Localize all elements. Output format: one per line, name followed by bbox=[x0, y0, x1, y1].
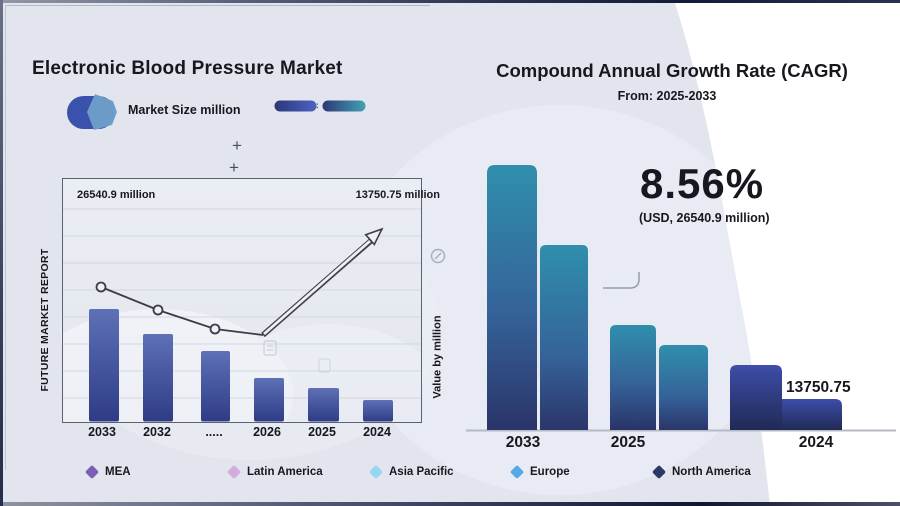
pill-icon-left bbox=[274, 100, 317, 112]
legend-diamond-icon bbox=[226, 464, 242, 480]
x-tick-label: 2024 bbox=[363, 425, 391, 439]
clock-icon bbox=[430, 248, 446, 264]
legend-label: Europe bbox=[530, 466, 570, 478]
bar-pair-2024 bbox=[730, 365, 842, 430]
x-tick-label: 2033 bbox=[88, 425, 116, 439]
pill-separator: : bbox=[316, 101, 319, 110]
legend-item-latin-america: Latin America bbox=[226, 464, 323, 480]
x-tick-label: 2024 bbox=[798, 434, 834, 451]
left-chart-title: Electronic Blood Pressure Market bbox=[32, 58, 343, 79]
end-value-label: 13750.75 million bbox=[355, 189, 440, 201]
left-chart-canvas bbox=[63, 208, 421, 422]
x-tick-label: 2025 bbox=[308, 425, 336, 439]
plus-mark-icon: + bbox=[229, 158, 239, 177]
left-chart-bars bbox=[89, 309, 393, 422]
report-axis-label: FUTURE MARKET REPORT bbox=[39, 248, 51, 392]
cagr-subtitle: From: 2025-2033 bbox=[617, 89, 717, 103]
legend-item-asia-pacific: Asia Pacific bbox=[368, 464, 454, 480]
legend-item-north-america: North America bbox=[651, 464, 751, 480]
x-tick-label: 2026 bbox=[253, 425, 281, 439]
legend-label: Latin America bbox=[247, 466, 323, 478]
growth-arrow-icon bbox=[261, 227, 384, 338]
legend-diamond-icon bbox=[84, 464, 100, 480]
bar-pair-2025 bbox=[610, 325, 708, 430]
legend-diamond-icon bbox=[509, 464, 525, 480]
x-tick-label: 2033 bbox=[505, 434, 541, 451]
plus-mark-icon: + bbox=[232, 136, 242, 155]
cagr-value: 8.56% bbox=[640, 160, 765, 207]
bar-pair-2033 bbox=[487, 165, 588, 430]
start-value-label: 26540.9 million bbox=[77, 189, 156, 201]
cylinder-icon bbox=[67, 94, 117, 130]
legend-label: Asia Pacific bbox=[389, 466, 454, 478]
right-chart-canvas bbox=[466, 165, 896, 432]
bracket-annotation bbox=[603, 272, 640, 289]
legend-label: North America bbox=[672, 466, 751, 478]
left-accent-strip bbox=[0, 0, 3, 506]
frame-line-top bbox=[5, 5, 430, 6]
frame-line-left bbox=[5, 5, 6, 470]
pill-icon-right bbox=[322, 100, 366, 112]
cagr-title: Compound Annual Growth Rate (CAGR) bbox=[496, 60, 848, 81]
legend-item-mea: MEA bbox=[84, 464, 131, 480]
value-axis-label: Value by million bbox=[431, 315, 444, 399]
market-size-legend-label: Market Size million bbox=[128, 103, 241, 117]
x-tick-label: ..... bbox=[205, 425, 223, 439]
legend-diamond-icon bbox=[651, 464, 667, 480]
legend-diamond-icon bbox=[368, 464, 384, 480]
bar-value-label: 13750.75 bbox=[786, 379, 851, 396]
left-chart-panel: 26540.9 million 13750.75 million bbox=[62, 178, 440, 423]
bottom-accent-strip bbox=[0, 502, 900, 506]
top-accent-strip bbox=[0, 0, 900, 3]
legend-label: MEA bbox=[105, 466, 131, 478]
x-tick-label: 2032 bbox=[143, 425, 171, 439]
cagr-basis-note: (USD, 26540.9 million) bbox=[639, 211, 770, 225]
trend-line bbox=[95, 281, 264, 336]
legend-item-europe: Europe bbox=[509, 464, 570, 480]
x-tick-label: 2025 bbox=[610, 434, 646, 451]
